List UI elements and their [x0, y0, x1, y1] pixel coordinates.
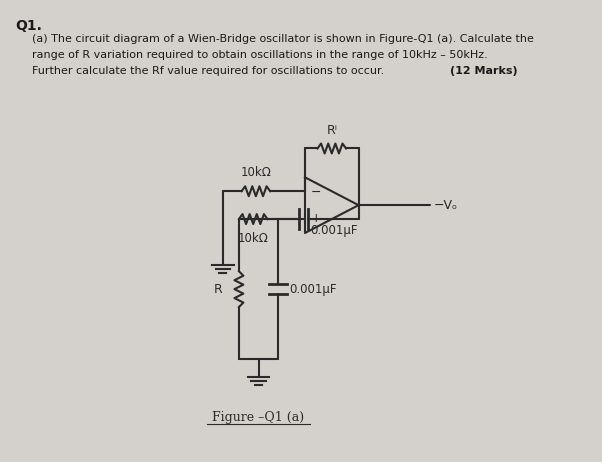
Text: −Vₒ: −Vₒ: [433, 199, 458, 212]
Text: range of R variation required to obtain oscillations in the range of 10kHz – 50k: range of R variation required to obtain …: [32, 50, 488, 60]
Text: Further calculate the Rf value required for oscillations to occur.: Further calculate the Rf value required …: [32, 66, 384, 76]
Text: Q1.: Q1.: [15, 19, 42, 33]
Text: +: +: [311, 212, 321, 225]
Text: 10kΩ: 10kΩ: [238, 232, 268, 245]
Text: 0.001μF: 0.001μF: [289, 283, 337, 296]
Text: Figure –Q1 (a): Figure –Q1 (a): [213, 411, 305, 424]
Text: −: −: [311, 186, 321, 199]
Text: (12 Marks): (12 Marks): [450, 66, 517, 76]
Text: (a) The circuit diagram of a Wien-Bridge oscillator is shown in Figure-Q1 (a). C: (a) The circuit diagram of a Wien-Bridge…: [32, 34, 533, 44]
Text: R: R: [214, 283, 223, 296]
Text: 10kΩ: 10kΩ: [240, 166, 272, 179]
Text: 0.001μF: 0.001μF: [311, 224, 358, 237]
Text: Rⁱ: Rⁱ: [326, 123, 337, 137]
